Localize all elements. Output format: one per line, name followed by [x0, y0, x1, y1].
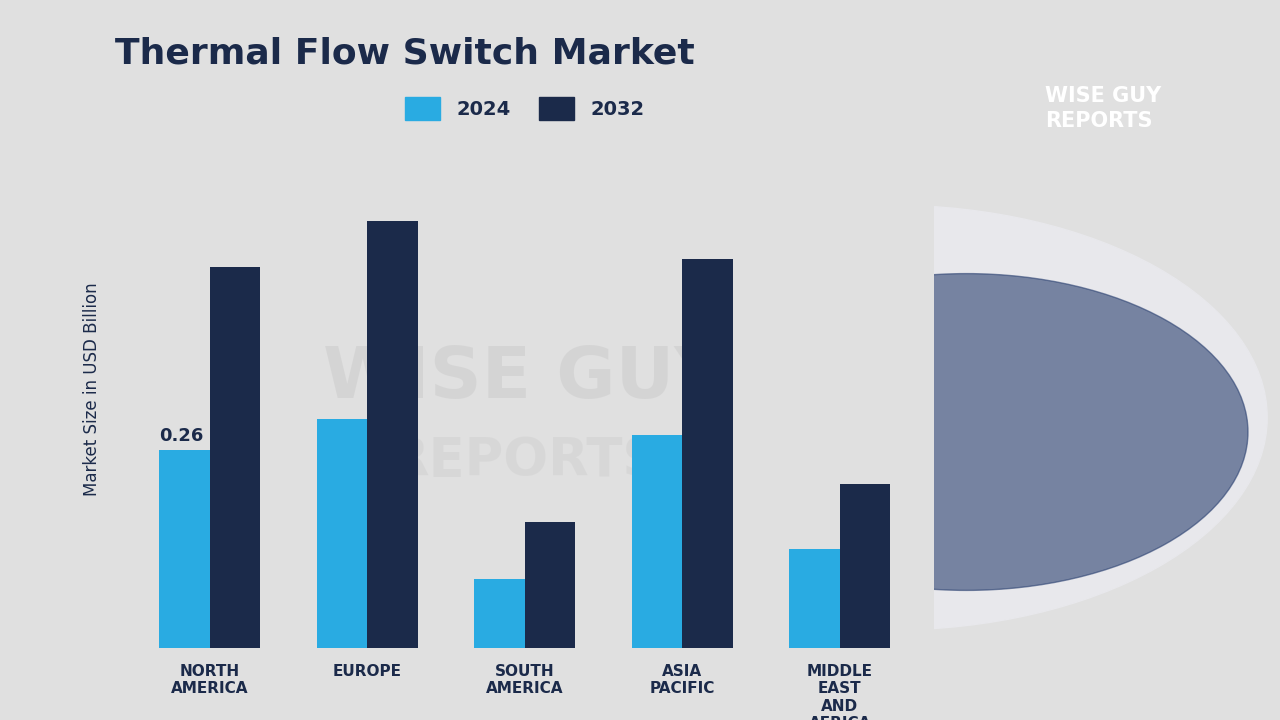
Bar — [210, 267, 260, 648]
Bar — [525, 522, 575, 648]
Bar — [317, 419, 367, 648]
Text: WISE GUY
REPORTS: WISE GUY REPORTS — [1044, 86, 1161, 131]
Text: 0.26: 0.26 — [159, 427, 204, 445]
Bar — [475, 580, 525, 648]
Text: WISE GUY: WISE GUY — [323, 344, 727, 413]
Y-axis label: Market Size in USD Billion: Market Size in USD Billion — [83, 282, 101, 495]
Text: Thermal Flow Switch Market: Thermal Flow Switch Market — [115, 36, 695, 70]
Bar — [790, 549, 840, 648]
Bar — [632, 435, 682, 648]
Bar — [367, 221, 417, 648]
Bar — [682, 259, 732, 648]
Bar — [159, 450, 210, 648]
Legend: 2024, 2032: 2024, 2032 — [396, 88, 654, 130]
Bar — [840, 484, 891, 648]
Text: REPORTS: REPORTS — [389, 436, 660, 487]
